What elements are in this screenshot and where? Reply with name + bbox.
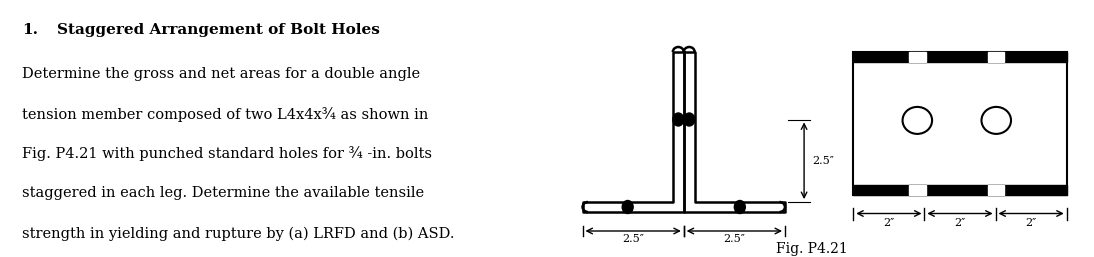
Text: Fig. P4.21 with punched standard holes for ¾ -in. bolts: Fig. P4.21 with punched standard holes f…: [22, 146, 432, 161]
Bar: [909, 185, 926, 195]
Bar: [909, 52, 926, 62]
Polygon shape: [684, 52, 784, 212]
Ellipse shape: [673, 113, 684, 126]
Bar: [909, 185, 926, 195]
Bar: [853, 185, 1067, 195]
Bar: [988, 52, 1004, 62]
Text: strength in yielding and rupture by (a) LRFD and (b) ASD.: strength in yielding and rupture by (a) …: [22, 226, 454, 241]
Ellipse shape: [622, 200, 633, 214]
Bar: [853, 52, 1067, 195]
Text: Staggered Arrangement of Bolt Holes: Staggered Arrangement of Bolt Holes: [58, 23, 381, 37]
Text: Determine the gross and net areas for a double angle: Determine the gross and net areas for a …: [22, 67, 420, 81]
Ellipse shape: [684, 113, 695, 126]
Text: staggered in each leg. Determine the available tensile: staggered in each leg. Determine the ava…: [22, 186, 424, 200]
Text: 2″: 2″: [883, 217, 895, 227]
Polygon shape: [582, 52, 684, 212]
Text: 2″: 2″: [1025, 217, 1037, 227]
Text: Fig. P4.21: Fig. P4.21: [777, 242, 848, 256]
Bar: [988, 185, 1004, 195]
Bar: [988, 52, 1004, 62]
Ellipse shape: [734, 200, 745, 214]
Text: 2.5″: 2.5″: [812, 156, 834, 166]
Text: tension member composed of two L4x4x¾ as shown in: tension member composed of two L4x4x¾ as…: [22, 107, 428, 122]
Text: 1.: 1.: [22, 23, 38, 37]
Bar: [853, 52, 1067, 62]
Bar: [909, 52, 926, 62]
Text: 2″: 2″: [954, 217, 966, 227]
Bar: [853, 52, 1067, 195]
Text: 2.5″: 2.5″: [622, 234, 644, 244]
Text: 2.5″: 2.5″: [723, 234, 745, 244]
Bar: [988, 185, 1004, 195]
